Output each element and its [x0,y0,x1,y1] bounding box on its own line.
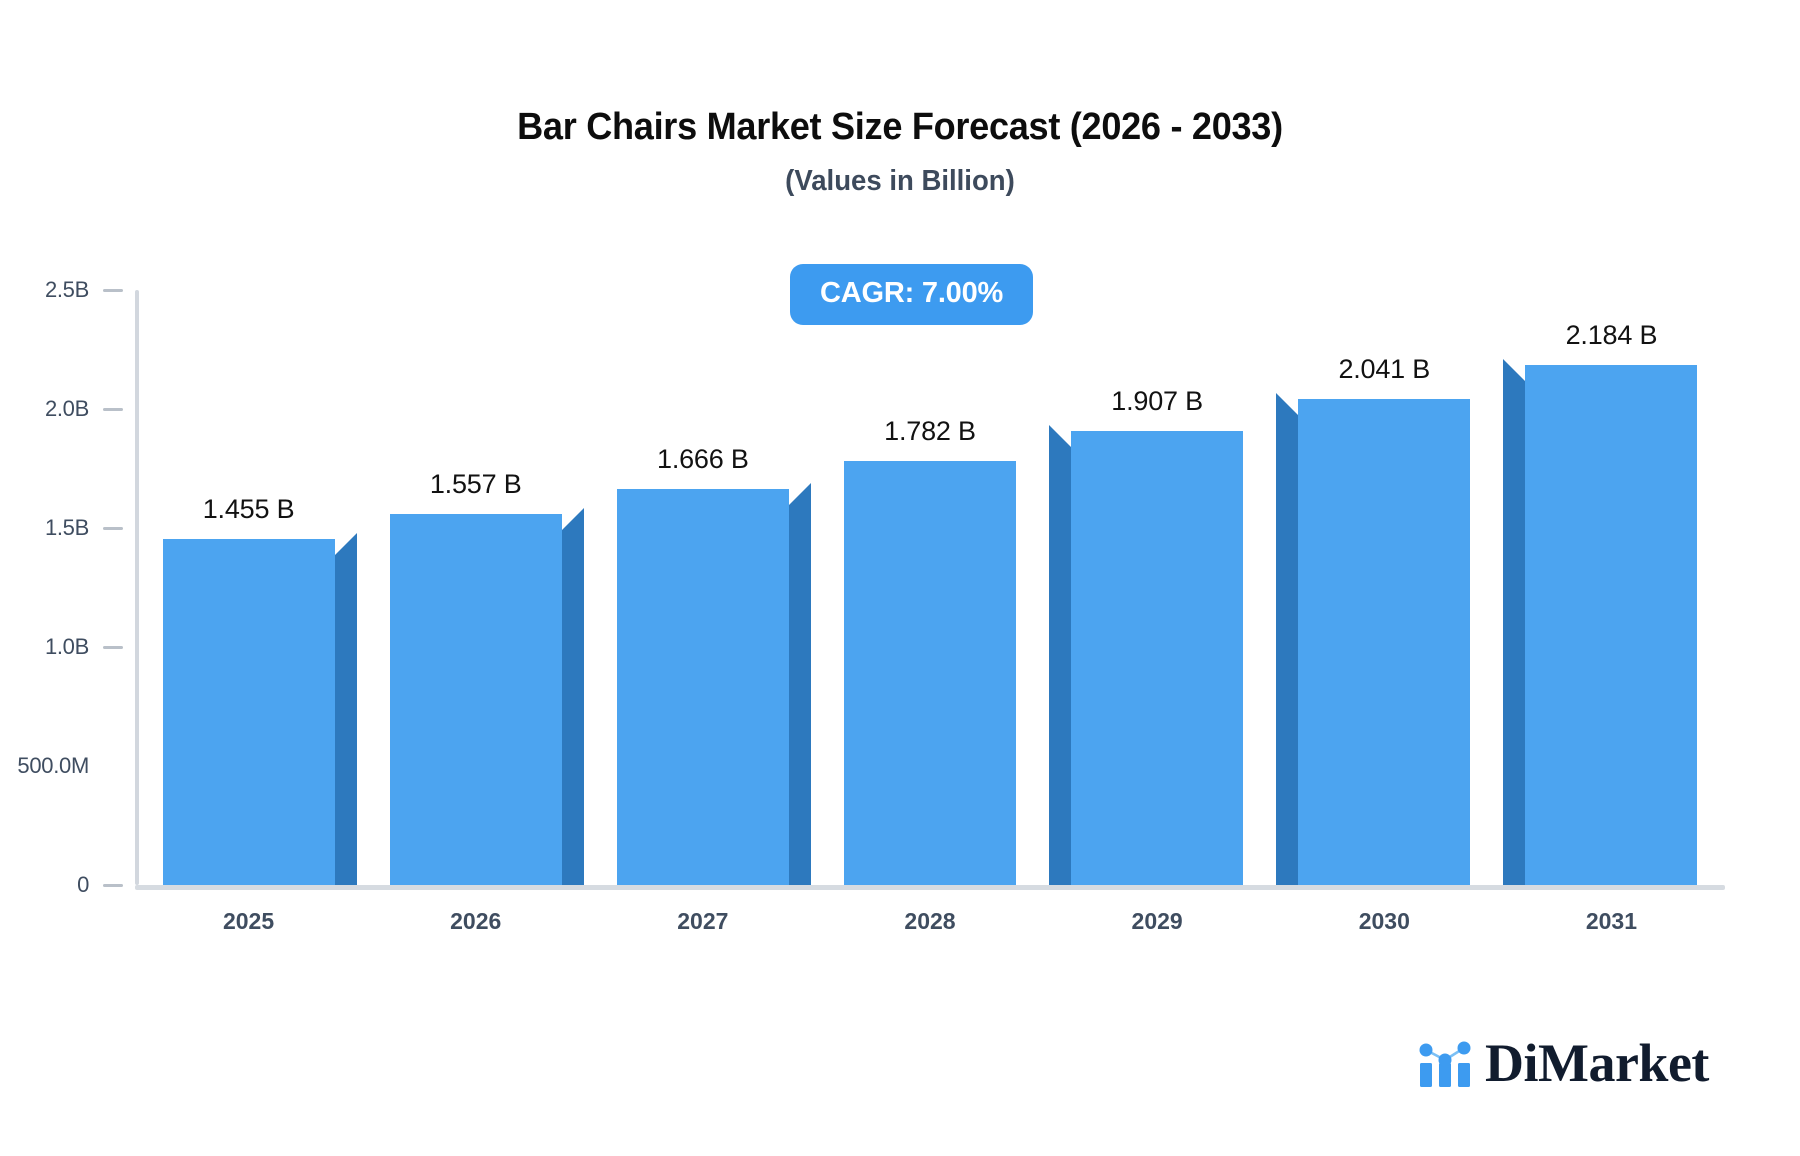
bar-front-face [616,488,789,885]
bar-front-face [844,460,1016,885]
bar-top-bevel [1503,359,1526,382]
y-axis-tick-dash [103,645,123,649]
bar-top-bevel [561,508,584,531]
bar-front-face [162,538,335,885]
bar-value-label: 1.557 B [429,469,522,500]
y-axis-tick-label: 1.0B [44,634,89,659]
y-axis-tick-label: 2.0B [44,396,89,421]
y-axis-line [135,290,139,885]
y-axis-tick: 2.5B [0,277,135,303]
bar-side-face [788,504,811,885]
y-axis-tick-dash [103,526,123,530]
y-axis-tick: 1.5B [0,515,135,541]
y-axis-tick-label: 500.0M [17,753,89,778]
bar-top-bevel [1276,393,1299,416]
bar-column[interactable]: 1.907 B 2029 [1049,386,1244,934]
bar-side-face [561,530,584,885]
x-axis-category-label: 2029 [1131,908,1183,934]
bar-front-face [1071,431,1244,885]
x-axis-category-label: 2031 [1585,908,1638,934]
y-axis-tick: 2.0B [0,396,135,422]
bar-side-face [1276,415,1299,885]
chart-subtitle: (Values in Billion) [785,164,1015,197]
bar-column[interactable]: 1.666 B 2027 [616,444,811,934]
page-title: Bar Chairs Market Size Forecast (2026 - … [517,106,1283,148]
x-axis-category-label: 2025 [222,908,275,934]
title-block: Bar Chairs Market Size Forecast (2026 - … [0,106,1800,198]
bar-top-bevel [1049,425,1072,448]
y-axis-tick: 1.0B [0,634,135,660]
y-axis-tick-dash [103,883,123,887]
x-axis-category-label: 2026 [450,908,502,934]
y-axis-tick: 500.0M [0,753,135,779]
y-axis-tick-dash [103,288,123,292]
chart-plot-area: 2.5B 2.0B 1.5B 1.0B 500.0M 0 1.455 B 2025 1.557… [17,277,1725,934]
x-axis-category-label: 2027 [677,908,729,934]
bar-value-label: 2.041 B [1338,354,1431,385]
bar-front-face [1298,399,1471,885]
y-axis-tick-label: 0 [77,872,89,897]
bar-value-label: 1.907 B [1111,386,1203,417]
y-axis-tick-label: 1.5B [44,515,89,540]
y-axis-tick-dash [103,407,123,411]
bar-column[interactable]: 1.557 B 2026 [389,469,584,934]
x-axis-category-label: 2028 [904,908,956,934]
bar-top-bevel [788,482,811,505]
bar-value-label: 1.782 B [884,415,976,446]
bar-value-label: 1.455 B [202,493,295,524]
bar-front-face [389,514,562,885]
bar-column[interactable]: 1.455 B 2025 [162,494,357,934]
bar-value-label: 1.666 B [657,443,749,474]
bar-side-face [1503,381,1526,885]
bar-column[interactable]: 2.041 B 2030 [1276,354,1471,934]
x-axis-line [135,885,1725,890]
bar-chart-trend-icon [1417,1037,1473,1089]
dimarket-logo: DiMarket [1417,1032,1709,1093]
bar-side-face [334,554,357,885]
bar-side-face [1049,447,1072,885]
logo-text: DiMarket [1485,1032,1709,1093]
cagr-badge: CAGR: 7.00% [790,264,1034,325]
y-axis-tick: 0 [0,872,135,898]
bar-value-label: 2.184 B [1565,320,1658,351]
x-axis-category-label: 2030 [1358,908,1410,934]
bar-top-bevel [334,532,357,555]
bar-column[interactable]: 2.184 B 2031 [1503,320,1698,934]
y-axis-tick-label: 2.5B [44,277,89,302]
bar-front-face [1525,365,1698,885]
bar-column[interactable]: 1.782 B 2028 [844,416,1016,934]
